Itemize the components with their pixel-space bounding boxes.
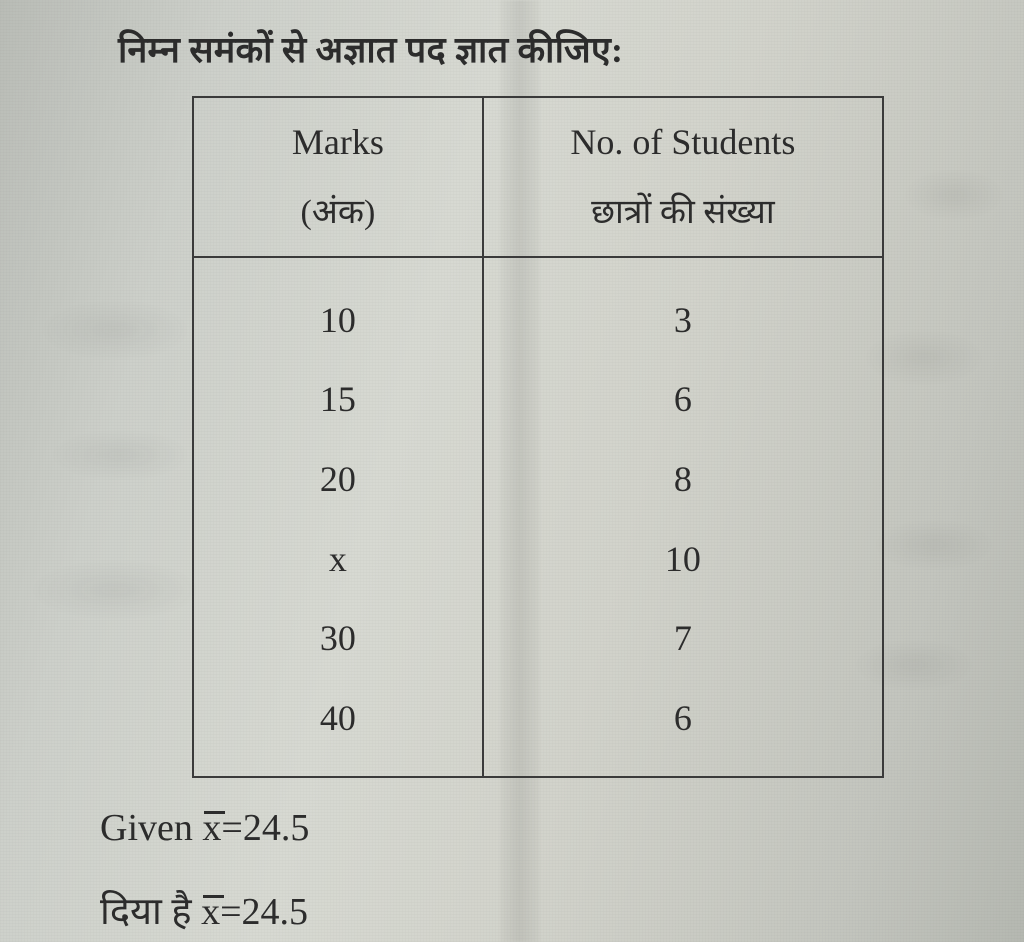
given-line-hi: दिया है x=24.5 bbox=[100, 884, 308, 936]
marks-column-body: 10 15 20 x 30 40 bbox=[193, 257, 483, 777]
col-header-marks: Marks (अंक) bbox=[193, 97, 483, 257]
col-header-students-en: No. of Students bbox=[570, 121, 795, 163]
table-header-row: Marks (अंक) No. of Students छात्रों की स… bbox=[193, 97, 883, 257]
data-table: Marks (अंक) No. of Students छात्रों की स… bbox=[192, 96, 884, 778]
students-column-body: 3 6 8 10 7 6 bbox=[483, 257, 883, 777]
marks-value: 40 bbox=[320, 700, 356, 736]
students-value: 8 bbox=[674, 461, 692, 497]
col-header-students-hi: छात्रों की संख्या bbox=[591, 187, 775, 233]
marks-value: x bbox=[329, 541, 347, 577]
instruction-text: निम्न समंकों से अज्ञात पद ज्ञात कीजिए: bbox=[118, 24, 623, 73]
students-value: 3 bbox=[674, 302, 692, 338]
given-prefix-en: Given bbox=[100, 807, 202, 849]
students-value: 6 bbox=[674, 381, 692, 417]
col-header-marks-hi: (अंक) bbox=[301, 187, 376, 233]
marks-value: 20 bbox=[320, 461, 356, 497]
x-bar-symbol: x bbox=[202, 806, 221, 850]
given-value: 24.5 bbox=[243, 807, 310, 849]
marks-value: 15 bbox=[320, 381, 356, 417]
col-header-students: No. of Students छात्रों की संख्या bbox=[483, 97, 883, 257]
marks-value: 30 bbox=[320, 620, 356, 656]
col-header-marks-en: Marks bbox=[292, 121, 384, 163]
students-value: 10 bbox=[665, 541, 701, 577]
given-value: 24.5 bbox=[242, 891, 309, 933]
given-prefix-hi: दिया है bbox=[100, 891, 201, 933]
marks-value: 10 bbox=[320, 302, 356, 338]
page-content: निम्न समंकों से अज्ञात पद ज्ञात कीजिए: M… bbox=[0, 0, 1024, 942]
given-line-en: Given x=24.5 bbox=[100, 806, 309, 850]
students-value: 7 bbox=[674, 620, 692, 656]
x-bar-symbol: x bbox=[201, 890, 220, 934]
students-value: 6 bbox=[674, 700, 692, 736]
table-body-row: 10 15 20 x 30 40 3 6 8 10 7 6 bbox=[193, 257, 883, 777]
